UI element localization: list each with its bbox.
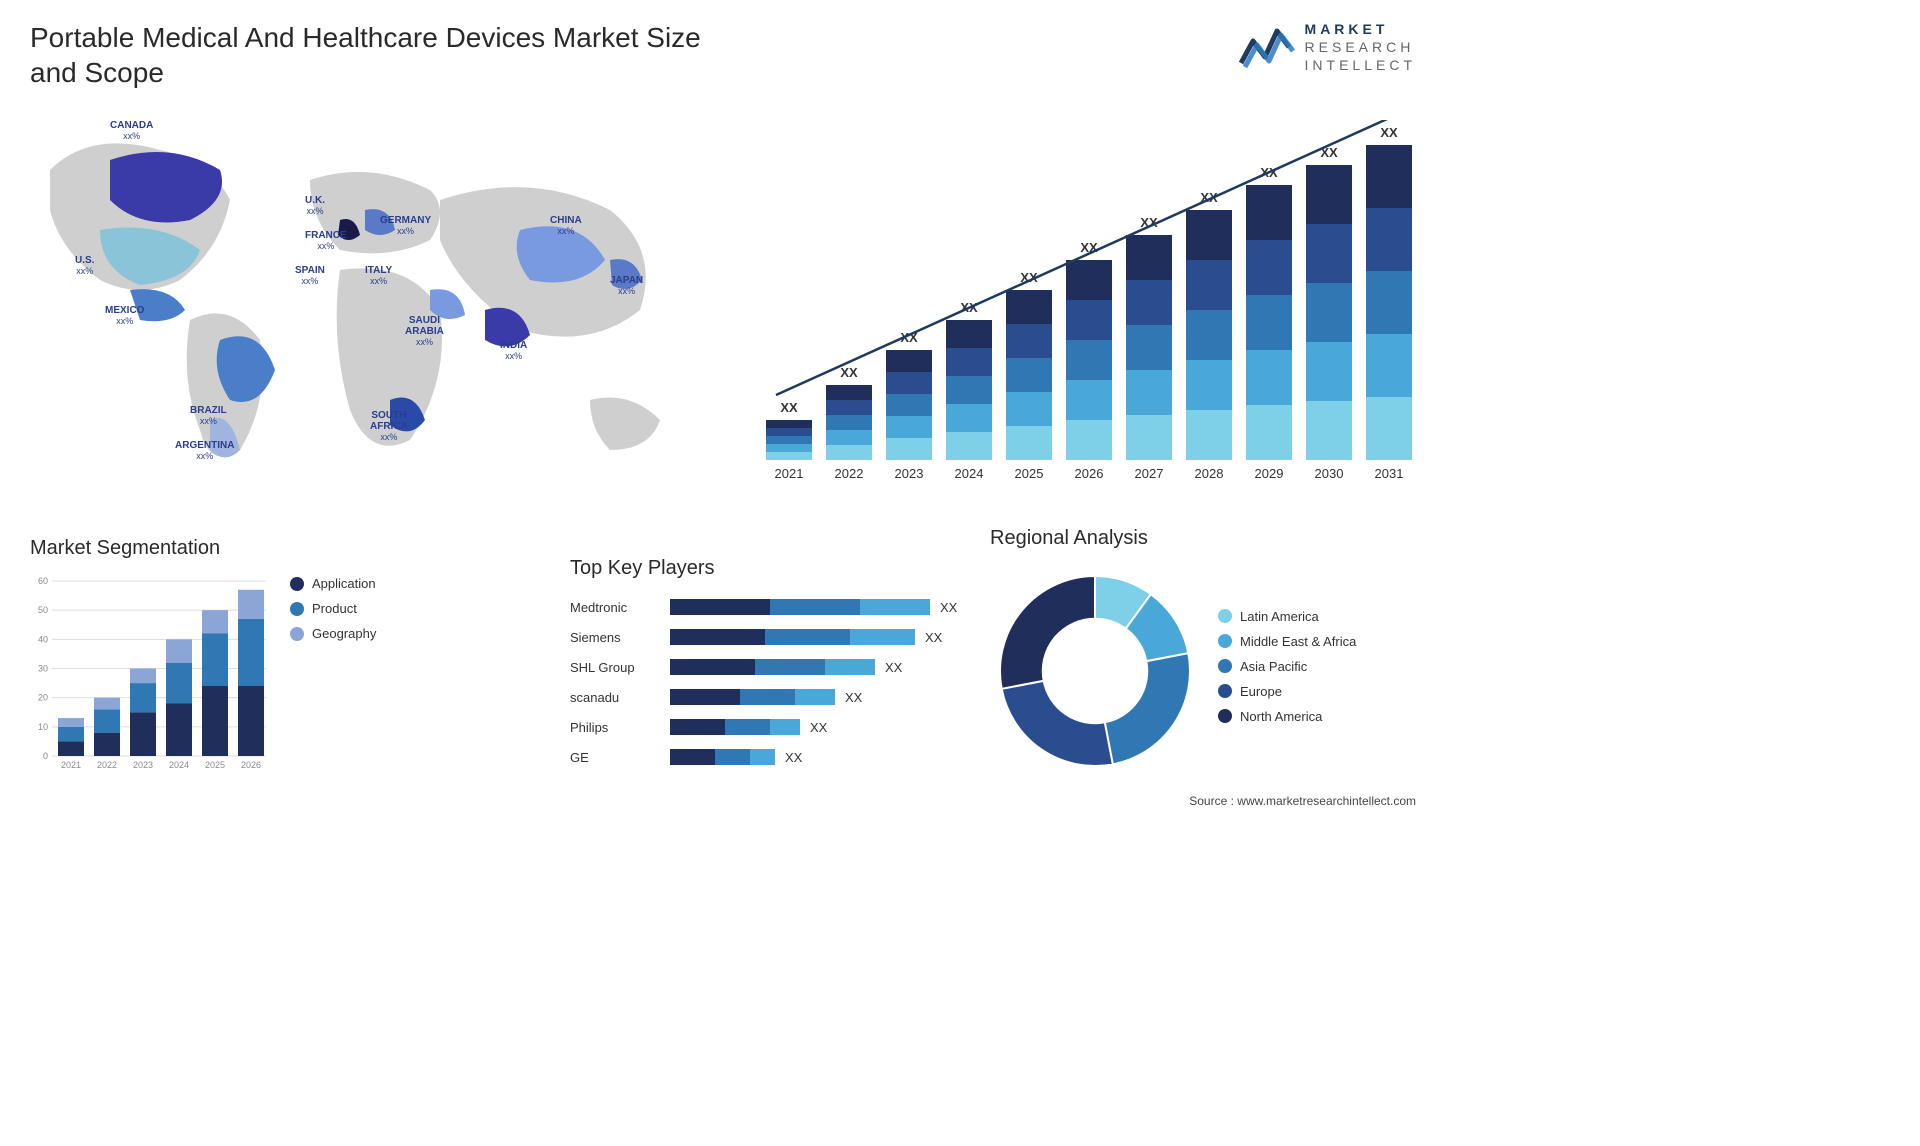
svg-text:30: 30 (38, 664, 48, 674)
map-label-china: CHINAxx% (550, 215, 582, 237)
svg-text:2024: 2024 (169, 760, 189, 770)
market-size-chart: XX2021XX2022XX2023XX2024XX2025XX2026XX20… (756, 120, 1416, 490)
world-map: CANADAxx% U.S.xx% MEXICOxx% BRAZILxx% ARGENT… (30, 110, 690, 490)
keyplayers-chart: Medtronic XX Siemens XX SHL Group XX scanadu XX… (570, 596, 970, 768)
segmentation-title: Market Segmentation (30, 537, 410, 560)
logo-line3: INTELLECT (1305, 56, 1416, 74)
key-players-section: Top Key Players MedtronicXXSiemensXXSHL … (570, 557, 970, 776)
kp-value: XX (925, 630, 942, 645)
kp-bar (670, 749, 775, 765)
kp-row-siemens: Siemens XX (570, 626, 970, 648)
map-label-spain: SPAINxx% (295, 265, 325, 287)
logo-line2: RESEARCH (1305, 38, 1416, 56)
map-svg (30, 110, 690, 490)
brand-logo: MARKET RESEARCH INTELLECT (1239, 20, 1416, 75)
map-label-germany: GERMANYxx% (380, 215, 431, 237)
kp-name: Philips (570, 720, 670, 735)
svg-text:2031: 2031 (1375, 466, 1404, 481)
svg-text:2024: 2024 (955, 466, 984, 481)
kp-row-shl-group: SHL Group XX (570, 656, 970, 678)
kp-bar (670, 689, 835, 705)
map-label-canada: CANADAxx% (110, 120, 153, 142)
svg-text:20: 20 (38, 693, 48, 703)
region-legend-asia-pacific: Asia Pacific (1218, 659, 1356, 674)
page-title: Portable Medical And Healthcare Devices … (30, 20, 750, 90)
svg-text:2023: 2023 (895, 466, 924, 481)
svg-text:XX: XX (840, 365, 858, 380)
segmentation-chart: 0 10 20 30 40 50 60 2021 2022 2023 2024 2025 2026 (30, 576, 270, 776)
region-legend-middle-east-africa: Middle East & Africa (1218, 634, 1356, 649)
kp-name: GE (570, 750, 670, 765)
map-label-u-s-: U.S.xx% (75, 255, 94, 277)
keyplayers-title: Top Key Players (570, 557, 970, 580)
kp-name: scanadu (570, 690, 670, 705)
region-legend-north-america: North America (1218, 709, 1356, 724)
region-legend-europe: Europe (1218, 684, 1356, 699)
kp-row-medtronic: Medtronic XX (570, 596, 970, 618)
map-label-saudi-arabia: SAUDIARABIAxx% (405, 315, 444, 348)
kp-bar (670, 719, 800, 735)
map-label-france: FRANCExx% (305, 230, 347, 252)
svg-text:10: 10 (38, 722, 48, 732)
svg-text:XX: XX (1380, 125, 1398, 140)
svg-text:2030: 2030 (1315, 466, 1344, 481)
kp-name: Siemens (570, 630, 670, 645)
map-label-japan: JAPANxx% (610, 275, 643, 297)
map-label-south-africa: SOUTHAFRICAxx% (370, 410, 408, 443)
kp-row-philips: Philips XX (570, 716, 970, 738)
market-segmentation-section: Market Segmentation 0 10 20 30 40 50 60 2021 202… (30, 537, 410, 776)
svg-text:XX: XX (780, 400, 798, 415)
kp-value: XX (785, 750, 802, 765)
segmentation-legend: Application Product Geography (290, 576, 376, 651)
svg-text:2022: 2022 (97, 760, 117, 770)
source-attribution: Source : www.marketresearchintellect.com (1189, 794, 1416, 808)
kp-bar (670, 629, 915, 645)
svg-text:2021: 2021 (61, 760, 81, 770)
svg-text:2022: 2022 (835, 466, 864, 481)
kp-row-ge: GE XX (570, 746, 970, 768)
svg-text:0: 0 (43, 751, 48, 761)
svg-text:2028: 2028 (1195, 466, 1224, 481)
svg-text:2026: 2026 (1075, 466, 1104, 481)
svg-text:2026: 2026 (241, 760, 261, 770)
kp-name: Medtronic (570, 600, 670, 615)
svg-text:2021: 2021 (775, 466, 804, 481)
svg-text:2025: 2025 (1015, 466, 1044, 481)
kp-value: XX (885, 660, 902, 675)
kp-value: XX (845, 690, 862, 705)
svg-text:50: 50 (38, 605, 48, 615)
svg-text:40: 40 (38, 634, 48, 644)
seg-legend-product: Product (290, 601, 376, 616)
map-label-mexico: MEXICOxx% (105, 305, 144, 327)
region-legend-latin-america: Latin America (1218, 609, 1356, 624)
map-label-argentina: ARGENTINAxx% (175, 440, 234, 462)
regional-donut-chart (990, 566, 1200, 776)
logo-line1: MARKET (1305, 20, 1416, 38)
map-label-u-k-: U.K.xx% (305, 195, 325, 217)
kp-row-scanadu: scanadu XX (570, 686, 970, 708)
svg-text:2025: 2025 (205, 760, 225, 770)
kp-name: SHL Group (570, 660, 670, 675)
kp-bar (670, 659, 875, 675)
logo-mark-icon (1239, 23, 1295, 71)
svg-text:60: 60 (38, 576, 48, 586)
regional-title: Regional Analysis (990, 527, 1420, 550)
regional-legend: Latin America Middle East & Africa Asia Pa… (1218, 609, 1356, 734)
svg-text:2023: 2023 (133, 760, 153, 770)
svg-text:2027: 2027 (1135, 466, 1164, 481)
regional-analysis-section: Regional Analysis Latin America Middle Ea… (990, 527, 1420, 776)
kp-bar (670, 599, 930, 615)
svg-text:2029: 2029 (1255, 466, 1284, 481)
seg-legend-geography: Geography (290, 626, 376, 641)
kp-value: XX (940, 600, 957, 615)
logo-text: MARKET RESEARCH INTELLECT (1305, 20, 1416, 75)
map-label-india: INDIAxx% (500, 340, 527, 362)
kp-value: XX (810, 720, 827, 735)
seg-legend-application: Application (290, 576, 376, 591)
map-label-brazil: BRAZILxx% (190, 405, 227, 427)
map-label-italy: ITALYxx% (365, 265, 392, 287)
